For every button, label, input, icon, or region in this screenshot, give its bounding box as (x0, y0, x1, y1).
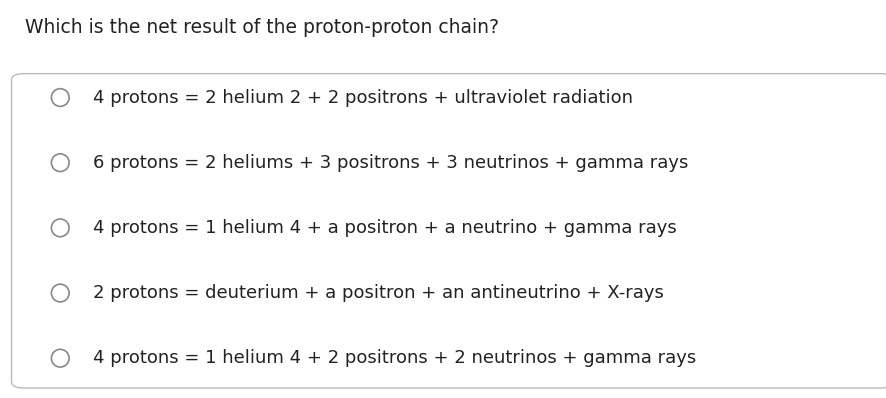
Ellipse shape (51, 219, 69, 237)
Text: 2 protons = deuterium + a positron + an antineutrino + X-rays: 2 protons = deuterium + a positron + an … (93, 284, 664, 302)
Text: 4 protons = 2 helium 2 + 2 positrons + ultraviolet radiation: 4 protons = 2 helium 2 + 2 positrons + u… (93, 88, 633, 107)
Ellipse shape (51, 284, 69, 302)
Text: 4 protons = 1 helium 4 + 2 positrons + 2 neutrinos + gamma rays: 4 protons = 1 helium 4 + 2 positrons + 2… (93, 349, 696, 367)
Text: 6 protons = 2 heliums + 3 positrons + 3 neutrinos + gamma rays: 6 protons = 2 heliums + 3 positrons + 3 … (93, 154, 688, 172)
FancyBboxPatch shape (12, 74, 886, 388)
Text: 4 protons = 1 helium 4 + a positron + a neutrino + gamma rays: 4 protons = 1 helium 4 + a positron + a … (93, 219, 677, 237)
Ellipse shape (51, 89, 69, 106)
Text: Which is the net result of the proton-proton chain?: Which is the net result of the proton-pr… (25, 18, 499, 37)
Ellipse shape (51, 349, 69, 367)
Ellipse shape (51, 154, 69, 172)
